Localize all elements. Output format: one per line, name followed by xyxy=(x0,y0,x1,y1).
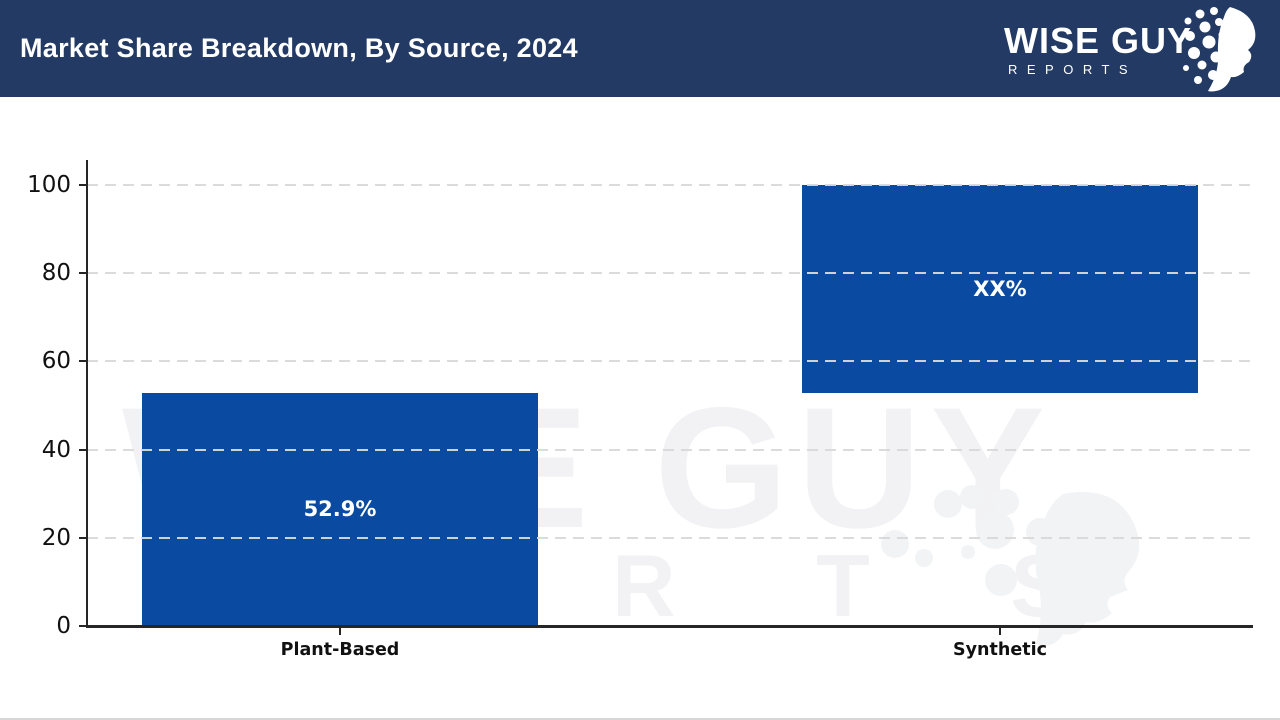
y-tick xyxy=(79,272,87,275)
y-tick-label: 0 xyxy=(56,613,71,639)
page-title: Market Share Breakdown, By Source, 2024 xyxy=(20,33,578,63)
y-tick xyxy=(79,448,87,451)
wiseguy-face-icon xyxy=(1183,7,1256,92)
gridline xyxy=(87,360,1253,363)
footer-divider xyxy=(0,718,1280,720)
y-tick-label: 20 xyxy=(41,524,71,551)
y-tick xyxy=(79,184,87,186)
bar-plant-based: 52.9% xyxy=(142,392,538,626)
x-category-label: Synthetic xyxy=(953,640,1047,660)
x-tick xyxy=(999,626,1001,635)
y-tick-label: 40 xyxy=(41,436,71,463)
bar-value-label: XX% xyxy=(973,276,1027,301)
brand-logo-text: WISE GUY REPORTS xyxy=(1004,20,1193,78)
brand-name: WISE GUY xyxy=(1004,20,1193,61)
y-tick-label: 100 xyxy=(27,172,71,198)
gridline xyxy=(87,272,1253,275)
bar-value-label: 52.9% xyxy=(303,497,377,522)
gridline xyxy=(87,536,1253,539)
x-tick xyxy=(339,626,341,635)
y-tick-label: 60 xyxy=(41,348,71,375)
gridline xyxy=(87,448,1253,451)
watermark-face-icon xyxy=(881,485,1140,646)
y-axis xyxy=(86,159,88,628)
brand-subname: REPORTS xyxy=(1008,62,1138,77)
x-category-label: Plant-Based xyxy=(280,640,400,660)
x-axis xyxy=(86,625,1253,628)
header-bar: Market Share Breakdown, By Source, 2024 … xyxy=(0,0,1280,97)
brand-logo: WISE GUY REPORTS xyxy=(1004,7,1270,92)
y-tick xyxy=(79,625,87,627)
y-tick-label: 80 xyxy=(41,260,71,287)
y-tick xyxy=(79,536,87,539)
bar-synthetic: XX% xyxy=(802,185,1198,393)
gridline xyxy=(87,184,1253,186)
y-tick xyxy=(79,360,87,363)
